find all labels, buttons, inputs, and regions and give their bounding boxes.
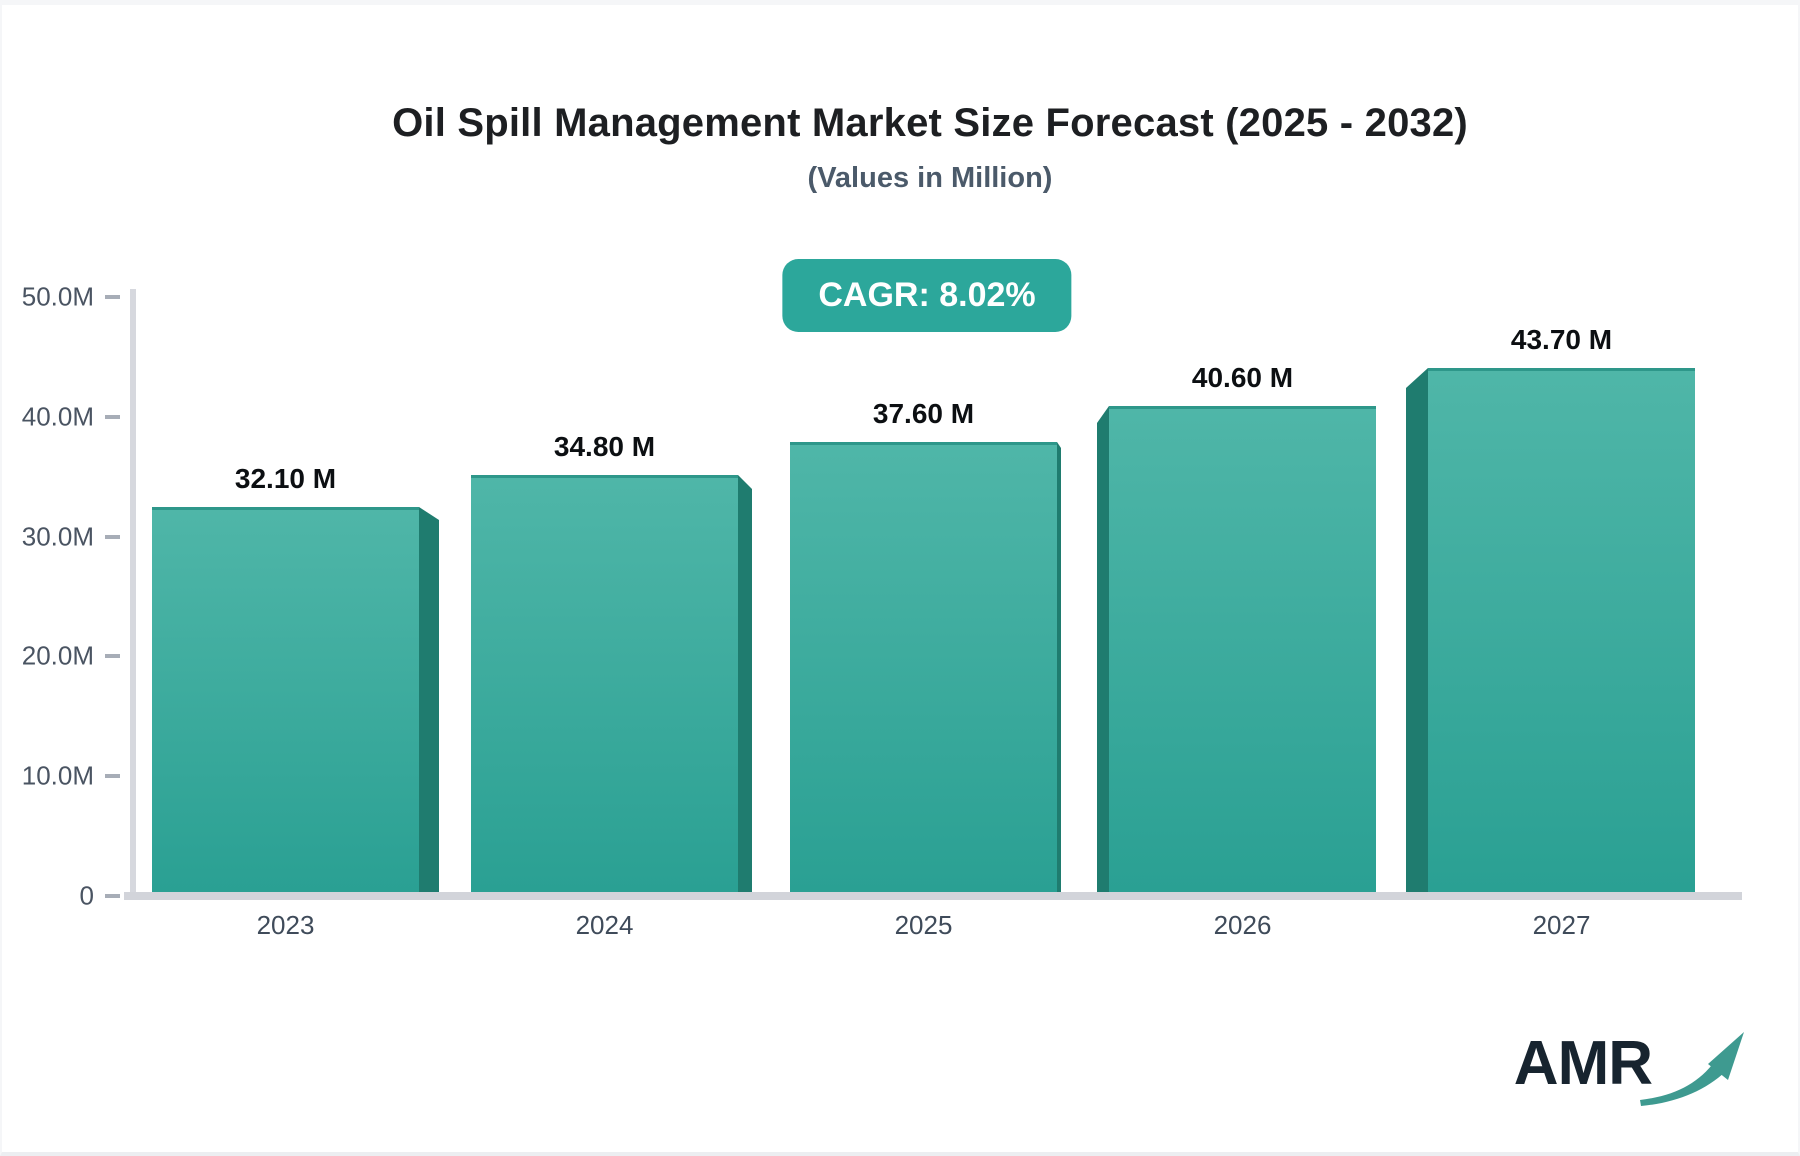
- bar-face: [152, 507, 419, 892]
- chart-title: Oil Spill Management Market Size Forecas…: [392, 101, 1468, 145]
- y-axis-tick: [105, 774, 120, 779]
- bar-side-3d: [738, 475, 752, 892]
- chart-header: Oil Spill Management Market Size Forecas…: [130, 101, 1730, 195]
- x-axis-label: 2026: [1213, 910, 1272, 940]
- bar-2024[interactable]: [471, 475, 752, 892]
- y-axis-tick: [105, 534, 120, 539]
- bar-face: [1428, 368, 1695, 892]
- growth-arrow-icon: [1640, 1032, 1744, 1106]
- bar-side-3d: [1097, 406, 1109, 892]
- x-axis-label: 2023: [256, 910, 315, 940]
- bar-value-label: 43.70 M: [1510, 324, 1613, 355]
- x-axis-label: 2027: [1532, 910, 1591, 940]
- bar-2026[interactable]: [1097, 406, 1376, 892]
- bar-side-3d: [1057, 442, 1061, 892]
- amr-logo: AMR: [1514, 1018, 1750, 1108]
- y-axis-tick-label: 40.0M: [21, 401, 94, 432]
- bar-value-label: 40.60 M: [1191, 362, 1294, 393]
- y-axis-tick-label: 10.0M: [21, 760, 94, 791]
- y-axis-tick-label: 50.0M: [21, 281, 94, 312]
- bar-2025[interactable]: [790, 442, 1061, 892]
- bar-value-label: 34.80 M: [553, 431, 656, 462]
- cagr-badge: CAGR: 8.02%: [782, 259, 1072, 332]
- bar-side-3d: [419, 507, 439, 892]
- bar-2023[interactable]: [152, 507, 439, 892]
- x-axis-label: 2025: [894, 910, 953, 940]
- x-axis-label: 2024: [575, 910, 634, 940]
- y-axis-tick: [105, 894, 120, 898]
- y-axis-tick-label: 20.0M: [21, 640, 94, 671]
- amr-logo-text: AMR: [1513, 1028, 1653, 1098]
- bar-side-3d: [1406, 368, 1428, 892]
- bar-face: [471, 475, 738, 892]
- bar-face: [790, 442, 1057, 892]
- bar-face: [1109, 406, 1376, 892]
- bar-value-label: 32.10 M: [234, 463, 337, 494]
- chart-subtitle: (Values in Million): [807, 162, 1053, 194]
- y-axis-tick: [105, 295, 120, 299]
- bar-2027[interactable]: [1406, 368, 1695, 892]
- y-axis-line: [130, 289, 136, 900]
- y-axis-tick-label: 0: [79, 880, 94, 911]
- y-axis-tick: [105, 654, 120, 659]
- y-axis-tick-label: 30.0M: [21, 521, 94, 552]
- bar-value-label: 37.60 M: [872, 398, 975, 429]
- y-axis-tick: [105, 414, 120, 419]
- x-axis-baseline: [124, 892, 1742, 900]
